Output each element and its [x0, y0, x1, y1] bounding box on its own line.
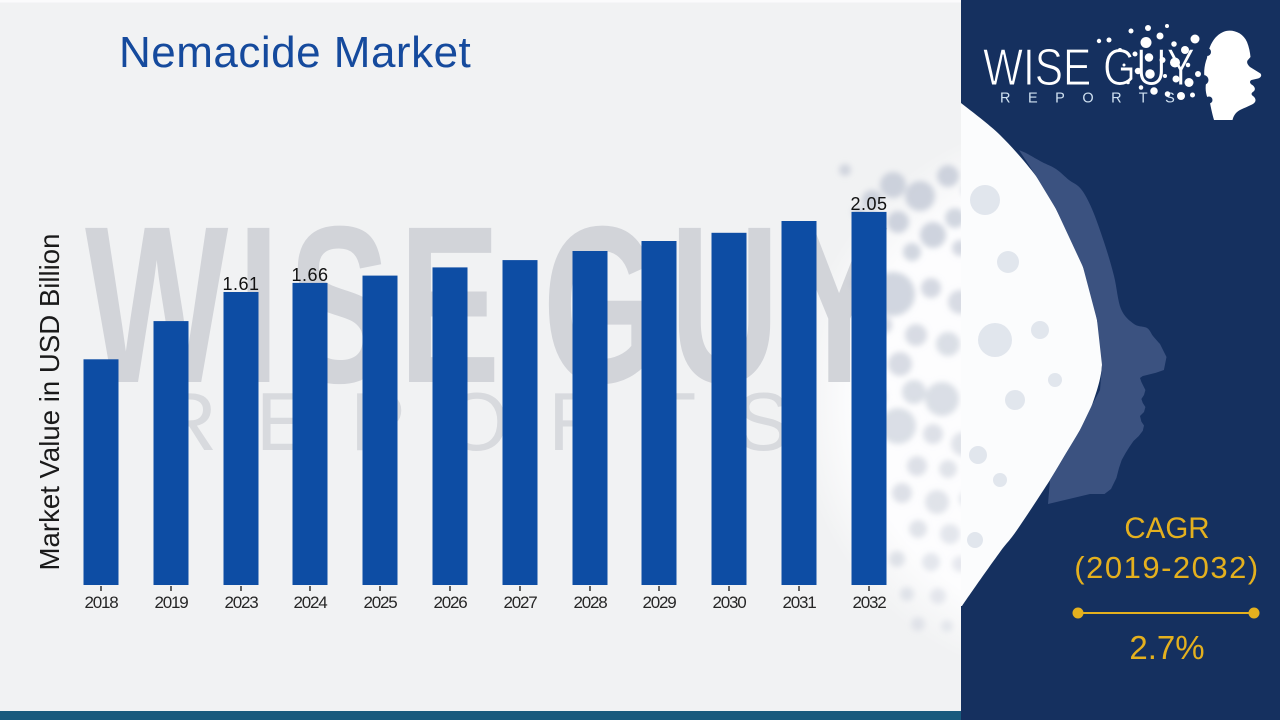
svg-text:2027: 2027 — [503, 593, 537, 612]
svg-text:2032: 2032 — [852, 593, 886, 612]
svg-text:2018: 2018 — [84, 593, 118, 612]
svg-text:2.7%: 2.7% — [1129, 629, 1204, 666]
svg-text:2026: 2026 — [433, 593, 467, 612]
svg-text:2030: 2030 — [712, 593, 746, 612]
svg-text:2.05: 2.05 — [850, 194, 887, 214]
svg-text:2028: 2028 — [573, 593, 607, 612]
svg-text:Nemacide Market: Nemacide Market — [119, 28, 471, 77]
svg-text:WISE GUY: WISE GUY — [983, 39, 1195, 97]
svg-text:2025: 2025 — [363, 593, 397, 612]
svg-text:Market Value in USD Billion: Market Value in USD Billion — [34, 234, 65, 571]
svg-text:CAGR: CAGR — [1124, 512, 1209, 545]
svg-text:(2019-2032): (2019-2032) — [1074, 550, 1259, 585]
svg-text:REPORTS: REPORTS — [1000, 91, 1192, 107]
svg-text:1.61: 1.61 — [222, 274, 259, 294]
svg-text:2031: 2031 — [782, 593, 816, 612]
svg-text:2023: 2023 — [224, 593, 258, 612]
svg-text:1.66: 1.66 — [291, 265, 328, 285]
svg-text:REPORTS: REPORTS — [157, 375, 830, 468]
svg-text:2024: 2024 — [293, 593, 327, 612]
svg-text:2019: 2019 — [154, 593, 188, 612]
svg-text:2029: 2029 — [642, 593, 676, 612]
